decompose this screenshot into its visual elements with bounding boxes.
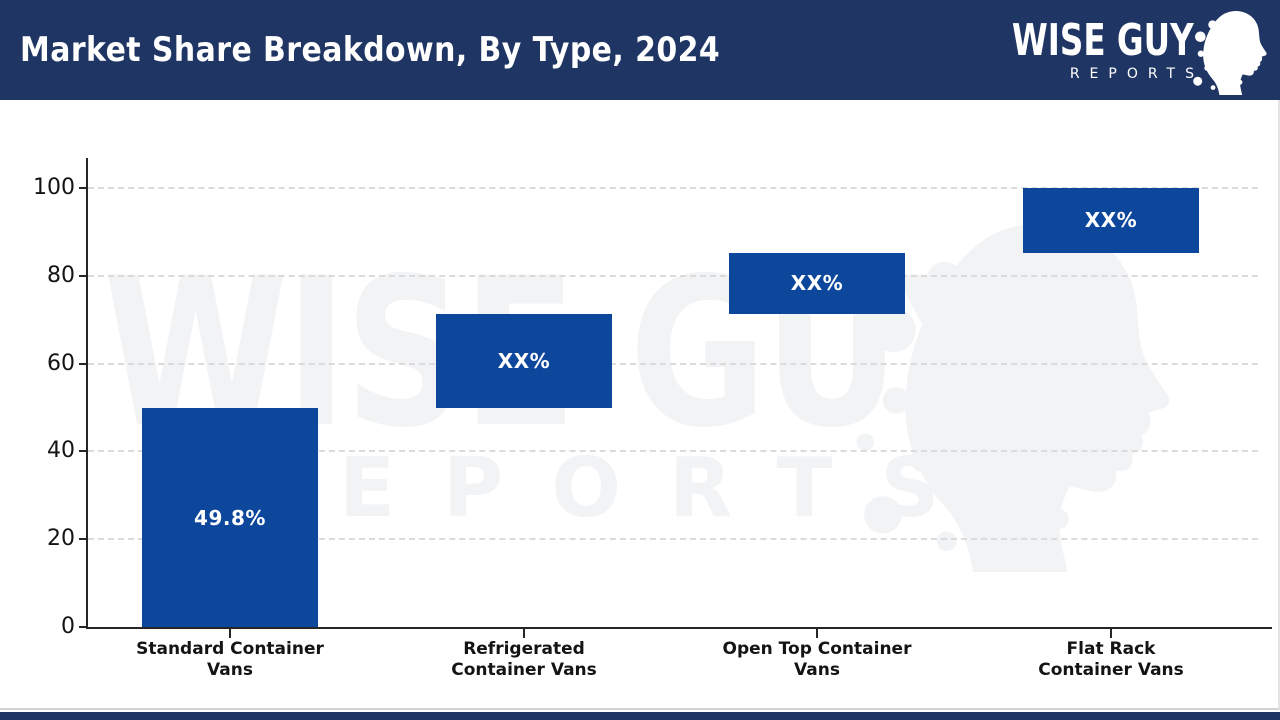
y-axis-tick-label: 20 xyxy=(47,526,75,552)
y-axis-tick xyxy=(79,274,88,277)
y-axis-tick-label: 100 xyxy=(33,175,75,200)
brand-name: WISE GUY xyxy=(1012,14,1194,66)
header: Market Share Breakdown, By Type, 2024 WI… xyxy=(0,0,1280,100)
x-axis-tick xyxy=(229,629,231,638)
brand-text: WISE GUY REPORTS xyxy=(948,14,1194,82)
bar-refrigerated-container-vans: XX% xyxy=(436,313,612,409)
page-title: Market Share Breakdown, By Type, 2024 xyxy=(20,30,721,70)
x-axis-category-label: Open Top Container Vans xyxy=(722,639,912,680)
brand-head-icon xyxy=(1193,11,1267,95)
bar-open-top-container-vans: XX% xyxy=(729,252,905,314)
bar-value-label: XX% xyxy=(497,349,551,374)
bottom-bar xyxy=(0,712,1280,720)
x-axis-category-label: Flat Rack Container Vans xyxy=(1038,639,1184,680)
x-axis-category-label: Standard Container Vans xyxy=(136,639,324,680)
gridline xyxy=(88,450,1258,453)
y-axis-tick xyxy=(79,450,88,453)
x-axis-line xyxy=(86,627,1272,629)
x-axis-tick xyxy=(816,629,818,638)
x-axis-tick xyxy=(523,629,525,638)
bar-value-label: XX% xyxy=(790,271,844,296)
gridline xyxy=(88,538,1258,541)
y-axis-tick xyxy=(79,362,88,365)
brand-logo: WISE GUY REPORTS xyxy=(948,4,1270,96)
bar-standard-container-vans: 49.8% xyxy=(142,408,318,627)
x-axis-tick xyxy=(1110,629,1112,638)
x-axis-category-label: Refrigerated Container Vans xyxy=(451,639,597,680)
bar-flat-rack-container-vans: XX% xyxy=(1023,188,1199,253)
y-axis-tick-label: 60 xyxy=(47,350,75,376)
gridline xyxy=(88,274,1258,277)
gridline xyxy=(88,362,1258,365)
y-axis-tick xyxy=(79,187,88,189)
gridline xyxy=(88,187,1258,189)
y-axis-line xyxy=(86,158,88,629)
y-axis-tick xyxy=(79,626,88,628)
y-axis-tick-label: 40 xyxy=(47,438,75,464)
brand-subtitle: REPORTS xyxy=(1069,65,1204,82)
y-axis-tick-label: 0 xyxy=(61,614,75,639)
y-axis-tick xyxy=(79,538,88,541)
bar-value-label: 49.8% xyxy=(194,505,266,530)
bar-value-label: XX% xyxy=(1084,208,1138,233)
y-axis-tick-label: 80 xyxy=(47,262,75,288)
